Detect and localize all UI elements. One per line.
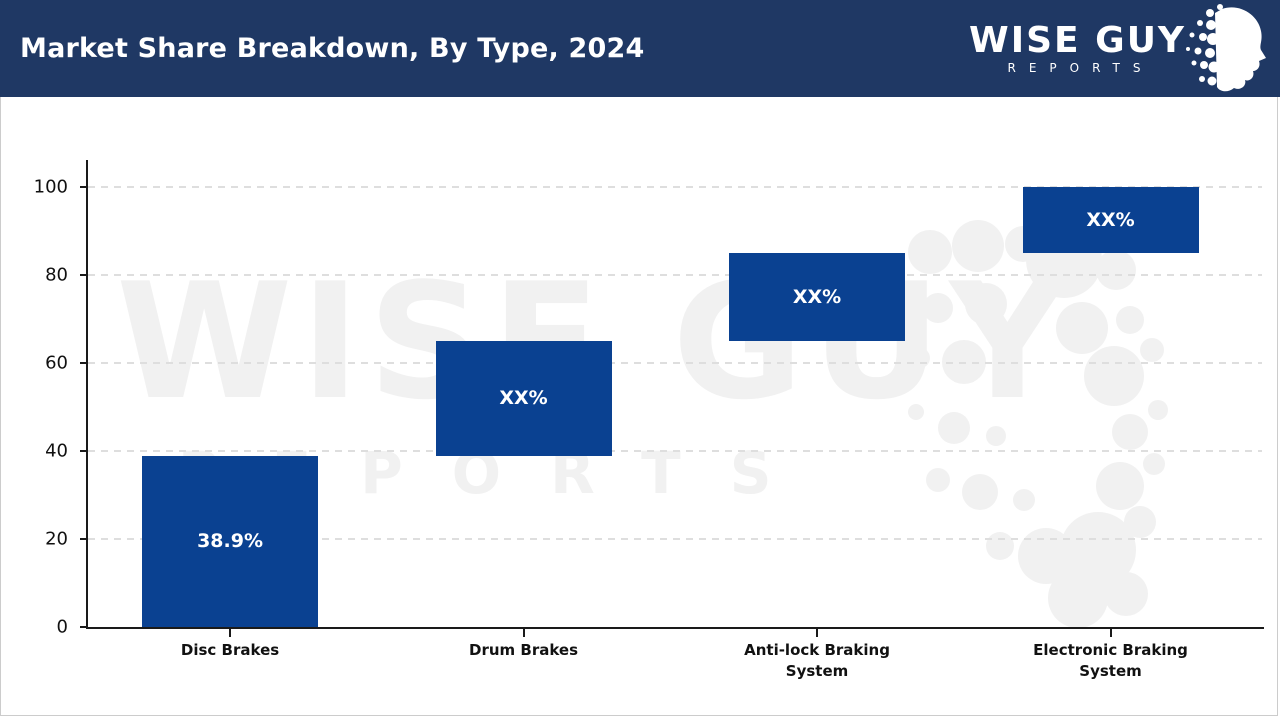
plot-area: 38.9% XX% XX% XX% xyxy=(80,186,1262,628)
category-label-3: Anti-lock Braking System xyxy=(744,641,890,680)
gridline-80 xyxy=(88,274,1262,276)
logo-subtitle: REPORTS xyxy=(1007,61,1154,75)
y-tick-mark xyxy=(80,538,88,540)
y-tick-mark xyxy=(80,186,88,188)
x-tick-mark xyxy=(816,629,819,637)
bar-electronic-braking-system: XX% xyxy=(1022,187,1199,253)
y-tick-label-0: 0 xyxy=(56,616,68,638)
gridline-100 xyxy=(88,186,1262,188)
y-tick-mark xyxy=(80,274,88,276)
bar-value-label: XX% xyxy=(499,387,548,410)
bar-anti-lock-braking-system: XX% xyxy=(729,253,906,341)
x-tick-mark xyxy=(522,629,525,637)
y-tick-label-60: 60 xyxy=(45,352,68,374)
y-tick-mark xyxy=(80,362,88,364)
y-tick-label-20: 20 xyxy=(45,528,68,550)
page-title: Market Share Breakdown, By Type, 2024 xyxy=(20,33,645,64)
y-axis-line xyxy=(86,160,88,629)
logo-wordmark: WISE GUY xyxy=(968,20,1186,61)
category-label-4: Electronic Braking System xyxy=(1033,641,1188,680)
header-bar: Market Share Breakdown, By Type, 2024 WI… xyxy=(0,0,1280,97)
y-tick-mark xyxy=(80,450,88,452)
gridline-40 xyxy=(88,450,1262,452)
x-axis-line xyxy=(86,627,1264,629)
y-axis-labels: 0 20 40 60 80 100 xyxy=(0,177,78,638)
bar-disc-brakes: 38.9% xyxy=(142,455,319,627)
y-tick-label-80: 80 xyxy=(45,264,68,286)
y-tick-mark xyxy=(80,626,88,628)
category-label-1: Disc Brakes xyxy=(180,641,280,659)
wiseguy-logo: WISE GUY REPORTS xyxy=(969,1,1266,97)
gridline-60 xyxy=(88,362,1262,364)
bar-drum-brakes: XX% xyxy=(435,341,612,456)
bar-value-label: 38.9% xyxy=(197,530,263,553)
y-tick-label-100: 100 xyxy=(33,176,68,198)
bar-value-label: XX% xyxy=(1086,209,1135,231)
logo-text: WISE GUY REPORTS xyxy=(968,20,1186,75)
y-tick-label-40: 40 xyxy=(45,440,68,462)
x-tick-mark xyxy=(229,629,232,637)
wiseguy-head-icon xyxy=(1170,1,1266,97)
x-tick-mark xyxy=(1109,629,1112,637)
category-label-2: Drum Brakes xyxy=(469,641,579,659)
gridline-20 xyxy=(88,538,1262,540)
watermark-head-icon xyxy=(868,200,1198,634)
bar-value-label: XX% xyxy=(792,286,842,308)
